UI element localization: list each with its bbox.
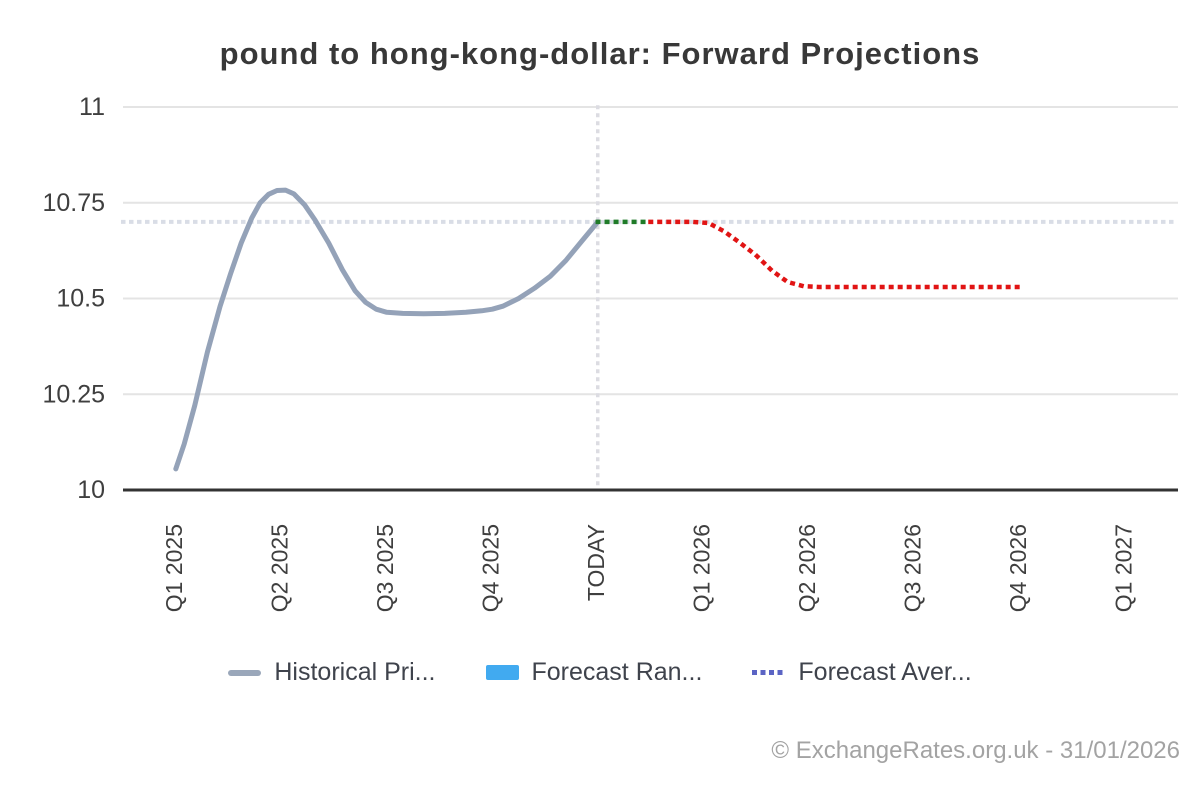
forecast-average-swatch-icon: [752, 670, 786, 675]
legend-item-historical-price[interactable]: Historical Pri...: [228, 658, 436, 687]
legend-label: Forecast Aver...: [798, 658, 972, 686]
chart-title: pound to hong-kong-dollar: Forward Proje…: [219, 36, 981, 71]
legend-item-forecast-range[interactable]: Forecast Ran...: [485, 658, 703, 687]
y-tick-label: 10.5: [56, 285, 105, 313]
x-tick-label: TODAY: [583, 524, 609, 601]
x-tick-label: Q2 2025: [266, 524, 292, 612]
x-tick-label: Q2 2026: [794, 524, 820, 612]
y-tick-label: 10.75: [42, 189, 105, 217]
watermark: © ExchangeRates.org.uk - 31/01/2026: [771, 737, 1180, 764]
x-tick-label: Q4 2025: [477, 524, 503, 612]
forecast-range-swatch-icon: [485, 665, 519, 680]
forecast-average-line: [648, 219, 1023, 290]
x-tick-label: Q1 2025: [161, 524, 187, 612]
x-tick-label: Q1 2026: [688, 524, 714, 612]
legend: Historical Pri... Forecast Ran... Foreca…: [0, 658, 1200, 687]
historical-price-line: [173, 187, 601, 472]
x-tick-label: Q3 2025: [372, 524, 398, 612]
legend-item-forecast-average[interactable]: Forecast Aver...: [752, 658, 972, 687]
y-tick-label: 10.25: [42, 380, 105, 408]
x-tick-label: Q1 2027: [1110, 524, 1136, 612]
x-tick-label: Q3 2026: [899, 524, 925, 612]
x-tick-label: Q4 2026: [1005, 524, 1031, 612]
y-tick-label: 11: [79, 93, 105, 121]
legend-label: Historical Pri...: [274, 658, 436, 686]
y-tick-label: 10: [77, 476, 105, 504]
historical-price-swatch-icon: [228, 669, 262, 676]
legend-label: Forecast Ran...: [531, 658, 703, 686]
